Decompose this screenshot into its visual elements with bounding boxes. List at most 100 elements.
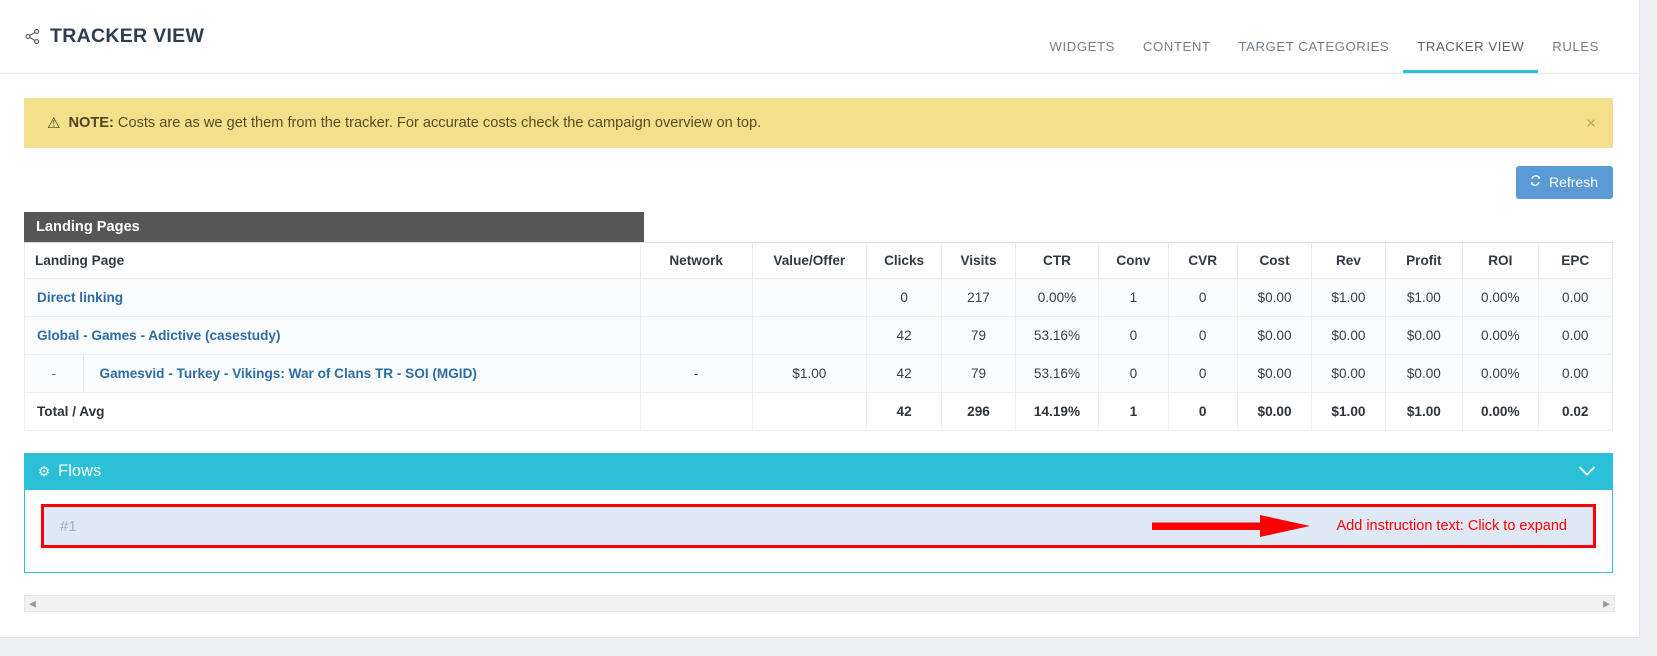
note-banner: ⚠ NOTE: Costs are as we get them from th…	[24, 98, 1613, 148]
cell-visits: 79	[941, 354, 1016, 393]
horizontal-scrollbar[interactable]: ◀ ▶	[24, 595, 1615, 612]
total-cost: $0.00	[1236, 392, 1313, 431]
col-conv[interactable]: Conv	[1098, 242, 1169, 279]
table-total-row: Total / Avg 42 296 14.19% 1 0 $0.00 $1.0…	[24, 392, 1613, 431]
flows-panel-header[interactable]: ⚙ Flows	[25, 453, 1612, 490]
total-clicks: 42	[865, 392, 943, 431]
total-epc: 0.02	[1537, 392, 1613, 431]
row-prefix: -	[25, 355, 84, 392]
cell-conv: 0	[1098, 354, 1169, 393]
note-message: Costs are as we get them from the tracke…	[117, 115, 762, 131]
total-conv: 1	[1098, 392, 1169, 431]
landing-page-link[interactable]: Global - Games - Adictive (casestudy)	[37, 328, 281, 343]
cell-cost: $0.00	[1236, 278, 1313, 317]
cell-profit: $0.00	[1384, 354, 1464, 393]
col-rev[interactable]: Rev	[1311, 242, 1386, 279]
flows-panel: ⚙ Flows #1	[24, 453, 1613, 573]
col-network[interactable]: Network	[639, 242, 753, 279]
col-roi[interactable]: ROI	[1462, 242, 1539, 279]
cell-cvr: 0	[1167, 316, 1238, 355]
scroll-right-arrow-icon[interactable]: ▶	[1603, 598, 1610, 608]
cell-rev: $0.00	[1311, 316, 1386, 355]
landing-pages-table: Landing Page Network Value/Offer Clicks …	[24, 242, 1613, 431]
col-landing-page[interactable]: Landing Page	[24, 242, 641, 279]
toolbar: Refresh	[24, 148, 1613, 212]
tab-widgets[interactable]: WIDGETS	[1049, 39, 1115, 54]
total-roi: 0.00%	[1462, 392, 1539, 431]
cell-network	[639, 278, 753, 317]
tab-tracker-view[interactable]: TRACKER VIEW	[1403, 39, 1539, 73]
cell-roi: 0.00%	[1462, 316, 1539, 355]
row-name-cell: - Gamesvid - Turkey - Vikings: War of Cl…	[24, 354, 641, 393]
cell-ctr: 0.00%	[1014, 278, 1100, 317]
warning-triangle-icon: ⚠	[47, 115, 61, 132]
cell-value-offer	[751, 278, 867, 317]
refresh-icon	[1529, 174, 1542, 190]
col-visits[interactable]: Visits	[941, 242, 1016, 279]
total-visits: 296	[941, 392, 1016, 431]
cell-profit: $0.00	[1384, 316, 1464, 355]
col-cvr[interactable]: CVR	[1167, 242, 1238, 279]
cell-network: -	[639, 354, 753, 393]
cell-profit: $1.00	[1384, 278, 1464, 317]
col-profit[interactable]: Profit	[1384, 242, 1464, 279]
row-name-cell: Global - Games - Adictive (casestudy)	[24, 316, 641, 355]
page-header: TRACKER VIEW WIDGETS CONTENT TARGET CATE…	[0, 0, 1639, 74]
cell-visits: 217	[941, 278, 1016, 317]
cell-cost: $0.00	[1236, 316, 1313, 355]
col-clicks[interactable]: Clicks	[865, 242, 943, 279]
total-ctr: 14.19%	[1014, 392, 1100, 431]
cell-clicks: 42	[865, 316, 943, 355]
cell-rev: $1.00	[1311, 278, 1386, 317]
annotation-arrow-icon	[1152, 513, 1312, 539]
cell-roi: 0.00%	[1462, 278, 1539, 317]
note-label: NOTE:	[68, 115, 114, 131]
close-icon[interactable]: ×	[1586, 113, 1596, 133]
cell-visits: 79	[941, 316, 1016, 355]
total-rev: $1.00	[1311, 392, 1386, 431]
cell-clicks: 42	[865, 354, 943, 393]
total-label: Total / Avg	[24, 392, 641, 431]
landing-pages-panel: Landing Pages	[24, 212, 1613, 431]
total-value-offer	[751, 392, 867, 431]
cell-network	[639, 316, 753, 355]
scroll-left-arrow-icon[interactable]: ◀	[29, 598, 36, 608]
cell-clicks: 0	[865, 278, 943, 317]
cell-cvr: 0	[1167, 278, 1238, 317]
tab-rules[interactable]: RULES	[1552, 39, 1599, 54]
page-body: ⚠ NOTE: Costs are as we get them from th…	[0, 74, 1639, 573]
cell-epc: 0.00	[1537, 316, 1613, 355]
total-network	[639, 392, 753, 431]
share-icon	[24, 28, 41, 45]
offer-link[interactable]: Gamesvid - Turkey - Vikings: War of Clan…	[99, 366, 477, 381]
landing-page-link[interactable]: Direct linking	[37, 290, 124, 305]
cell-rev: $0.00	[1311, 354, 1386, 393]
page-title-label: TRACKER VIEW	[50, 25, 205, 47]
tab-target-categories[interactable]: TARGET CATEGORIES	[1238, 39, 1390, 54]
refresh-button[interactable]: Refresh	[1515, 166, 1613, 199]
cell-ctr: 53.16%	[1014, 316, 1100, 355]
chevron-down-icon[interactable]	[1578, 462, 1596, 481]
flow-id-label: #1	[60, 517, 77, 535]
table-row: - Gamesvid - Turkey - Vikings: War of Cl…	[24, 354, 1613, 393]
cell-epc: 0.00	[1537, 354, 1613, 393]
table-row: Direct linking 0 217 0.00% 1 0 $0.00 $1.…	[24, 278, 1613, 317]
refresh-label: Refresh	[1548, 174, 1598, 190]
table-row: Global - Games - Adictive (casestudy) 42…	[24, 316, 1613, 355]
flows-panel-body: #1 Add instruction text: Click to expand	[25, 490, 1612, 572]
annotation-text: Add instruction text: Click to expand	[1336, 518, 1567, 534]
table-header-row: Landing Page Network Value/Offer Clicks …	[24, 242, 1613, 279]
gear-icon: ⚙	[38, 463, 51, 479]
flow-item-1[interactable]: #1 Add instruction text: Click to expand	[41, 504, 1596, 548]
tab-content[interactable]: CONTENT	[1142, 39, 1211, 54]
page-container: TRACKER VIEW WIDGETS CONTENT TARGET CATE…	[0, 0, 1640, 638]
col-ctr[interactable]: CTR	[1014, 242, 1100, 279]
row-name-cell: Direct linking	[24, 278, 641, 317]
col-cost[interactable]: Cost	[1236, 242, 1313, 279]
cell-roi: 0.00%	[1462, 354, 1539, 393]
page-title: TRACKER VIEW	[24, 25, 204, 48]
flows-title: Flows	[58, 462, 102, 480]
col-epc[interactable]: EPC	[1537, 242, 1613, 279]
col-value-offer[interactable]: Value/Offer	[751, 242, 867, 279]
